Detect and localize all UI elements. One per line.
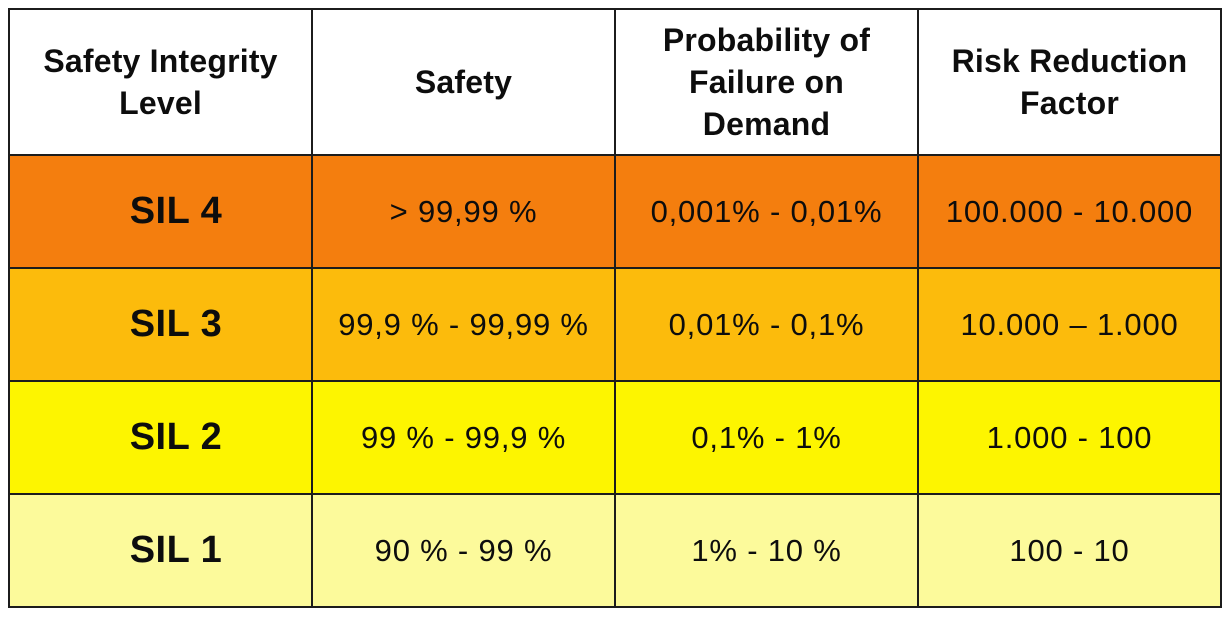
table-header-row: Safety Integrity Level Safety Probabilit… [8,8,1222,156]
sil1-rrf-cell: 100 - 10 [917,493,1222,608]
sil3-level-cell: SIL 3 [8,267,313,382]
table-row-sil4: SIL 4 > 99,99 % 0,001% - 0,01% 100.000 -… [8,154,1222,269]
sil1-level-cell: SIL 1 [8,493,313,608]
col-header-risk-reduction-factor: Risk Reduction Factor [917,8,1222,156]
sil3-safety-cell: 99,9 % - 99,99 % [311,267,616,382]
table-row-sil1: SIL 1 90 % - 99 % 1% - 10 % 100 - 10 [8,493,1222,608]
sil1-pfd-cell: 1% - 10 % [614,493,919,608]
col-header-safety-integrity-level: Safety Integrity Level [8,8,313,156]
sil3-pfd-cell: 0,01% - 0,1% [614,267,919,382]
table-row-sil2: SIL 2 99 % - 99,9 % 0,1% - 1% 1.000 - 10… [8,380,1222,495]
col-header-probability-of-failure-on-demand: Probability of Failure on Demand [614,8,919,156]
sil4-pfd-cell: 0,001% - 0,01% [614,154,919,269]
sil2-pfd-cell: 0,1% - 1% [614,380,919,495]
sil2-rrf-cell: 1.000 - 100 [917,380,1222,495]
sil4-level-cell: SIL 4 [8,154,313,269]
sil3-rrf-cell: 10.000 – 1.000 [917,267,1222,382]
sil1-safety-cell: 90 % - 99 % [311,493,616,608]
sil2-safety-cell: 99 % - 99,9 % [311,380,616,495]
sil4-rrf-cell: 100.000 - 10.000 [917,154,1222,269]
sil-table: Safety Integrity Level Safety Probabilit… [8,8,1222,608]
sil-table-canvas: Safety Integrity Level Safety Probabilit… [8,8,1222,608]
sil4-safety-cell: > 99,99 % [311,154,616,269]
col-header-safety: Safety [311,8,616,156]
table-row-sil3: SIL 3 99,9 % - 99,99 % 0,01% - 0,1% 10.0… [8,267,1222,382]
sil2-level-cell: SIL 2 [8,380,313,495]
